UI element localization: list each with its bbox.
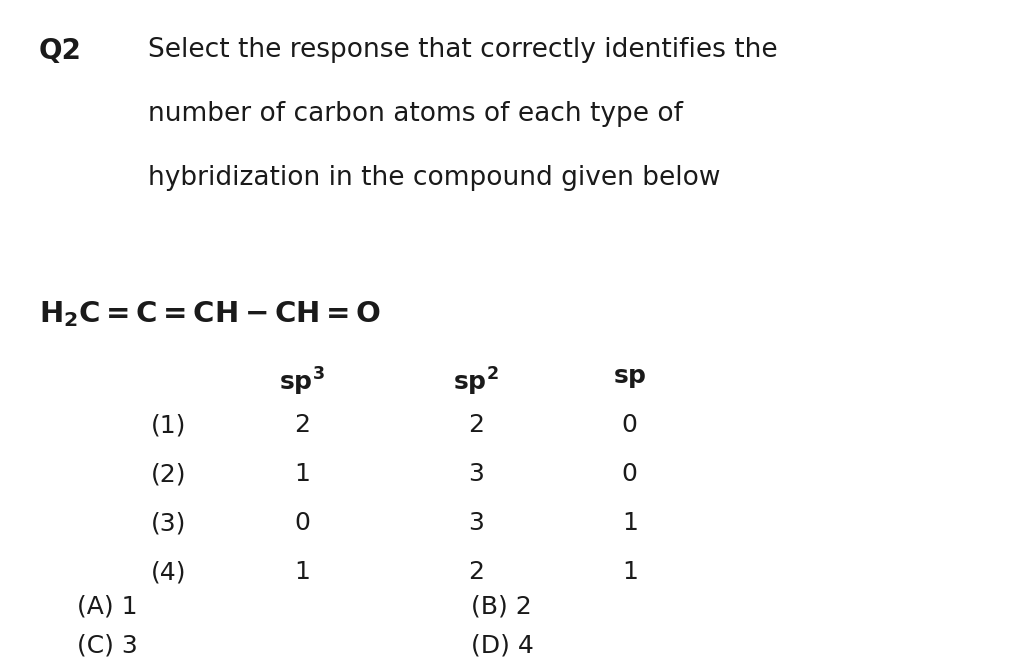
Text: 2: 2 — [468, 560, 484, 585]
Text: 1: 1 — [622, 511, 638, 536]
Text: 1: 1 — [294, 560, 310, 585]
Text: (B) 2: (B) 2 — [471, 595, 531, 619]
Text: $\mathbf{sp^2}$: $\mathbf{sp^2}$ — [454, 366, 499, 398]
Text: 0: 0 — [622, 413, 638, 437]
Text: number of carbon atoms of each type of: number of carbon atoms of each type of — [148, 101, 683, 127]
Text: (D) 4: (D) 4 — [471, 633, 534, 657]
Text: 0: 0 — [622, 462, 638, 487]
Text: $\mathbf{H_2C = C = CH - CH = O}$: $\mathbf{H_2C = C = CH - CH = O}$ — [39, 299, 381, 329]
Text: 2: 2 — [468, 413, 484, 437]
Text: Q2: Q2 — [39, 37, 82, 65]
Text: Select the response that correctly identifies the: Select the response that correctly ident… — [148, 37, 778, 63]
Text: (2): (2) — [152, 462, 186, 487]
Text: (3): (3) — [152, 511, 186, 536]
Text: hybridization in the compound given below: hybridization in the compound given belo… — [148, 165, 721, 191]
Text: 0: 0 — [294, 511, 310, 536]
Text: 1: 1 — [622, 560, 638, 585]
Text: (4): (4) — [152, 560, 186, 585]
Text: 3: 3 — [468, 511, 484, 536]
Text: (C) 3: (C) 3 — [77, 633, 137, 657]
Text: 2: 2 — [294, 413, 310, 437]
Text: 3: 3 — [468, 462, 484, 487]
Text: 1: 1 — [294, 462, 310, 487]
Text: (A) 1: (A) 1 — [77, 595, 137, 619]
Text: $\mathbf{sp^3}$: $\mathbf{sp^3}$ — [280, 366, 325, 398]
Text: $\mathbf{sp}$: $\mathbf{sp}$ — [613, 366, 646, 390]
Text: (1): (1) — [152, 413, 186, 437]
